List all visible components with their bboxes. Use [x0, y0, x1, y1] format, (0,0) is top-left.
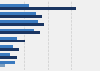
Bar	[0, 40, 25, 42]
Bar	[0, 20, 38, 23]
Bar	[0, 48, 19, 51]
Bar	[0, 31, 40, 34]
Bar	[0, 15, 42, 18]
Bar	[0, 23, 44, 26]
Bar	[0, 53, 10, 56]
Bar	[0, 61, 15, 64]
Bar	[0, 37, 17, 40]
Bar	[0, 7, 76, 10]
Bar	[0, 45, 13, 48]
Bar	[0, 56, 17, 59]
Bar	[0, 64, 5, 67]
Bar	[0, 4, 28, 7]
Bar	[0, 12, 36, 15]
Bar	[0, 29, 34, 31]
